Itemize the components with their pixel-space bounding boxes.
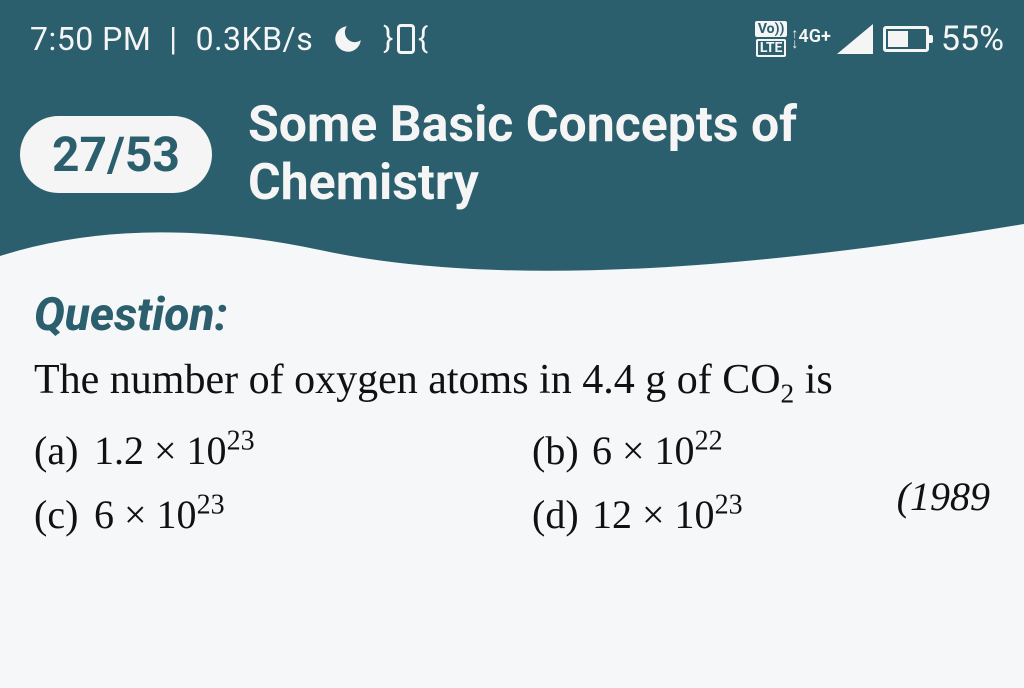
moon-icon bbox=[331, 22, 365, 56]
option-b[interactable]: (b)6 × 1022 bbox=[532, 425, 990, 473]
battery-text: 55% bbox=[941, 19, 1004, 59]
battery-level bbox=[888, 31, 908, 47]
question-text: The number of oxygen atoms in 4.4 g of C… bbox=[34, 356, 990, 409]
network-label: ↑↓ 4G+ bbox=[793, 30, 830, 48]
data-arrows-icon: ↑↓ bbox=[791, 30, 798, 50]
header-row: 27/53 Some Basic Concepts of Chemistry bbox=[0, 78, 1024, 212]
option-c[interactable]: (c)6 × 1023 bbox=[34, 490, 492, 538]
battery-icon bbox=[883, 26, 929, 52]
status-speed: 0.3KB/s bbox=[196, 20, 314, 58]
chapter-title: Some Basic Concepts of Chemistry bbox=[248, 96, 1004, 212]
volte-icon: Vo)) LTE bbox=[755, 21, 788, 57]
header-curve bbox=[0, 212, 1024, 288]
status-left: 7:50 PM | 0.3KB/s } { bbox=[30, 20, 429, 58]
option-d[interactable]: (d)12 × 1023 (1989 bbox=[532, 490, 990, 538]
question-counter: 27/53 bbox=[20, 116, 212, 193]
question-heading: Question: bbox=[34, 288, 990, 342]
question-year: (1989 bbox=[897, 473, 990, 520]
question-card: Question: The number of oxygen atoms in … bbox=[0, 288, 1024, 688]
options-grid: (a)1.2 × 1023 (b)6 × 1022 (c)6 × 1023 (d… bbox=[34, 425, 990, 538]
vibrate-icon: } { bbox=[383, 24, 428, 54]
status-time: 7:50 PM bbox=[30, 20, 151, 58]
status-right: Vo)) LTE ↑↓ 4G+ 55% bbox=[755, 19, 1004, 59]
signal-icon bbox=[837, 24, 873, 54]
option-a[interactable]: (a)1.2 × 1023 bbox=[34, 425, 492, 473]
status-bar: 7:50 PM | 0.3KB/s } { Vo)) LTE ↑↓ 4G+ 55… bbox=[0, 0, 1024, 78]
status-sep: | bbox=[169, 20, 177, 58]
